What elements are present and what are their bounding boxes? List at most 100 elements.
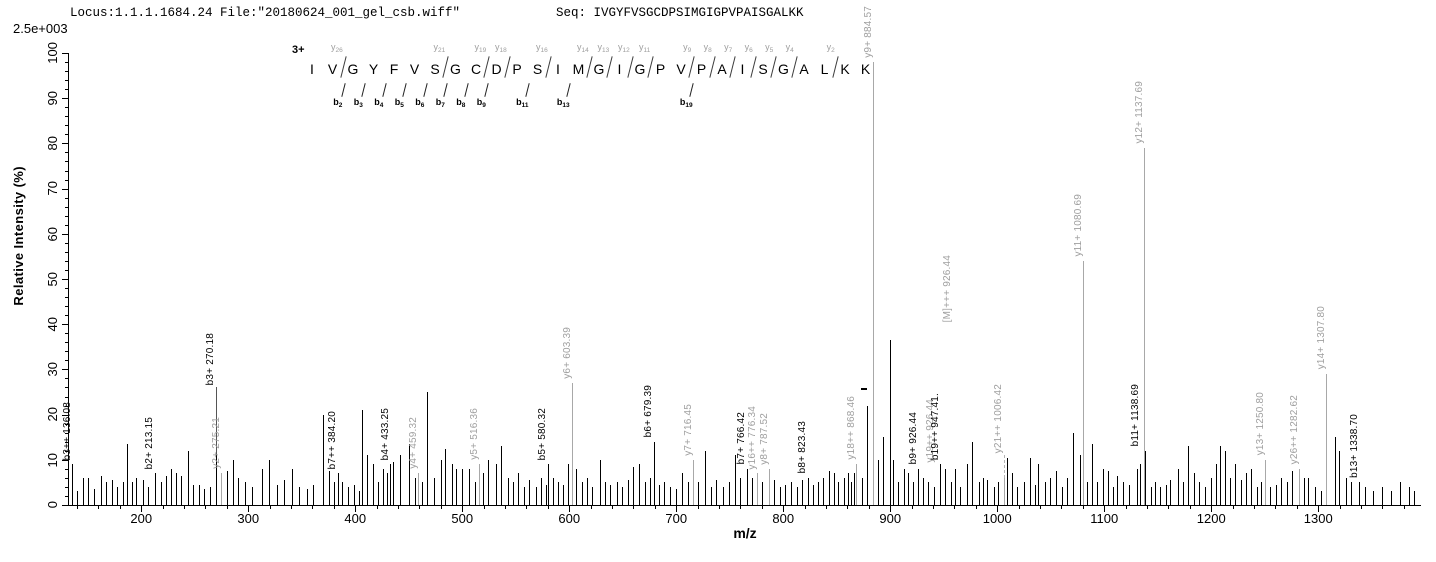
peak: [359, 491, 361, 505]
x-minor-tick: [740, 505, 742, 509]
x-minor-tick: [440, 505, 442, 509]
y-major-tick: [62, 143, 69, 145]
residue-letter: I: [310, 61, 314, 77]
peak: [1286, 482, 1288, 505]
x-minor-tick: [184, 505, 186, 509]
peak: [716, 480, 718, 505]
peak: [422, 482, 424, 505]
y-major-tick: [62, 233, 69, 235]
peak: [238, 477, 240, 505]
y-minor-tick: [65, 170, 69, 172]
peak: [605, 482, 607, 505]
peak: [393, 462, 395, 505]
x-tick-label: 900: [879, 511, 902, 526]
peak: [1334, 437, 1336, 505]
peak: [1072, 432, 1074, 505]
peak: [187, 450, 189, 505]
peak: [627, 480, 629, 505]
b-ion-peak: [918, 468, 920, 505]
peak: [978, 482, 980, 505]
peak: [372, 464, 374, 505]
peak: [616, 482, 618, 505]
peak: [581, 482, 583, 505]
y-minor-tick: [65, 125, 69, 127]
y-major-tick: [62, 279, 69, 280]
residue-letter: V: [409, 61, 420, 77]
y-minor-tick: [65, 468, 69, 470]
peak-annotation: b7++ 384.20: [327, 410, 339, 470]
x-minor-tick: [911, 505, 913, 509]
x-minor-tick: [1254, 505, 1256, 509]
y-minor-tick: [65, 288, 69, 290]
peak: [892, 459, 894, 505]
y-tick-label: 90: [45, 90, 60, 106]
y-minor-tick: [65, 224, 69, 226]
peak: [313, 484, 314, 505]
x-minor-tick: [1147, 505, 1149, 509]
peak-annotation: y6+ 603.39: [561, 326, 573, 379]
peak: [362, 410, 364, 505]
peak: [1345, 477, 1347, 505]
y-ion-peak: [873, 62, 875, 505]
b-ion-peak: [337, 473, 339, 505]
peak: [1129, 484, 1131, 505]
peak: [972, 441, 974, 505]
y-minor-tick: [65, 179, 69, 181]
peak-annotation: [M]+++ 926.44: [941, 254, 953, 323]
x-minor-tick: [1168, 505, 1170, 509]
peak: [378, 482, 380, 505]
peak: [960, 486, 962, 505]
peak: [203, 489, 205, 505]
y-minor-tick: [65, 405, 69, 407]
peak: [889, 340, 891, 505]
x-tick-label: 300: [237, 511, 260, 526]
x-minor-tick: [77, 505, 79, 509]
x-minor-tick: [1061, 505, 1063, 509]
peak: [774, 480, 776, 505]
peak: [546, 484, 548, 505]
peak-annotation: y12+ 1137.69: [1133, 81, 1145, 144]
y-major-tick: [62, 505, 69, 506]
b-ion-ladder-label: b5: [394, 97, 404, 109]
y-tick-label: 40: [45, 316, 60, 332]
peak: [1320, 491, 1322, 505]
y-major-tick: [62, 414, 69, 416]
y-tick-label: 10: [45, 452, 60, 467]
peak: [563, 484, 565, 505]
peak: [1276, 484, 1278, 505]
peak: [1140, 464, 1142, 505]
peak-annotation: b7+ 766.42: [736, 412, 748, 465]
peak: [433, 477, 435, 505]
y-ion-peak: [221, 473, 223, 505]
peak: [675, 489, 677, 505]
y-major-tick: [62, 98, 69, 100]
peak: [518, 473, 520, 505]
peak-annotation: b4+ 433.25: [379, 407, 391, 461]
y-ion-ladder-label: y6: [744, 42, 753, 54]
peak: [1055, 471, 1057, 505]
spectrum-plot-area[interactable]: m/z b3++ 136.08 b2+ 213.15 b3+ 270.18 y2+ 2…: [45, 6, 1421, 541]
peak: [88, 477, 90, 505]
peak: [166, 475, 168, 505]
b-ion-peak: [746, 468, 748, 505]
y-tick-label: 60: [45, 226, 60, 241]
peak-annotation: y9+ 884.57: [862, 6, 874, 58]
peak: [622, 486, 624, 505]
peak: [382, 468, 384, 505]
peak: [997, 482, 999, 505]
peak: [993, 486, 995, 505]
peak: [456, 468, 458, 505]
peak: [639, 464, 641, 505]
precursor-charge-label: 3+: [292, 44, 305, 56]
residue-letter: V: [327, 61, 338, 77]
peak: [592, 486, 594, 505]
b-ion-ladder-label: b19: [679, 97, 693, 109]
x-minor-tick: [1361, 505, 1363, 509]
y-ion-ladder-label: y7: [724, 42, 733, 54]
peak-annotation: b5+ 580.32: [537, 407, 549, 461]
residue-letter: I: [740, 61, 745, 77]
x-tick-label: 1200: [1196, 511, 1226, 526]
peak-annotation: y2+ 275.21: [210, 417, 222, 470]
peak: [106, 482, 108, 505]
peak: [291, 468, 293, 505]
